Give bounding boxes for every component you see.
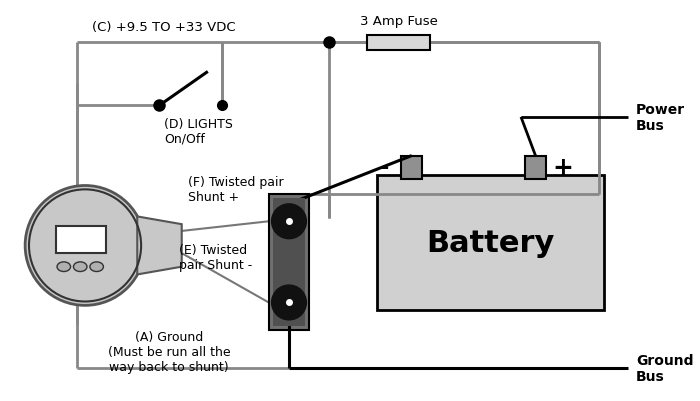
Bar <box>525 156 546 179</box>
Ellipse shape <box>57 262 71 272</box>
Text: Ground
Bus: Ground Bus <box>636 353 694 383</box>
Bar <box>401 156 422 179</box>
Polygon shape <box>137 217 182 275</box>
Circle shape <box>272 286 307 320</box>
Text: (E) Twisted
pair Shunt -: (E) Twisted pair Shunt - <box>178 243 252 271</box>
Circle shape <box>272 205 307 239</box>
Text: 3 Amp Fuse: 3 Amp Fuse <box>360 15 438 28</box>
Text: (D) LIGHTS
On/Off: (D) LIGHTS On/Off <box>164 117 233 146</box>
Text: -: - <box>380 158 389 178</box>
Text: Power
Bus: Power Bus <box>636 103 685 133</box>
Bar <box>56 227 106 253</box>
Bar <box>269 195 309 330</box>
Text: +: + <box>552 156 573 180</box>
Text: (C) +9.5 TO +33 VDC: (C) +9.5 TO +33 VDC <box>92 21 235 34</box>
Ellipse shape <box>74 262 87 272</box>
Text: (F) Twisted pair
Shunt +: (F) Twisted pair Shunt + <box>188 175 284 203</box>
Text: Battery: Battery <box>426 229 554 257</box>
Circle shape <box>25 186 145 306</box>
Ellipse shape <box>90 262 104 272</box>
Text: (A) Ground
(Must be run all the
way back to shunt): (A) Ground (Must be run all the way back… <box>108 330 230 373</box>
Bar <box>272 198 305 326</box>
Bar <box>368 36 430 51</box>
Bar <box>377 175 604 310</box>
